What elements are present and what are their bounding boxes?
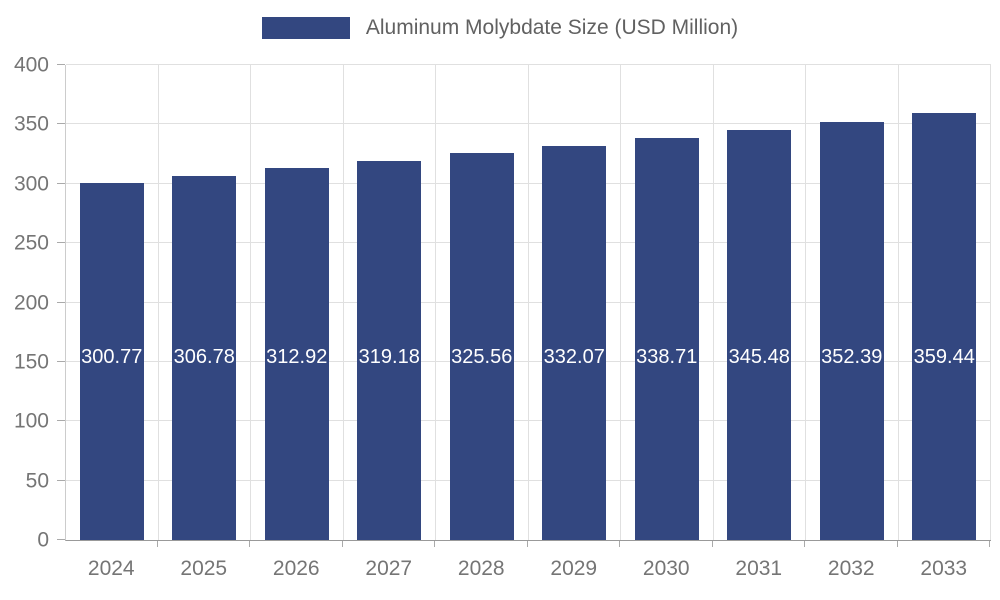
- bar-value-label: 352.39: [821, 346, 883, 368]
- x-axis-tick-label: 2030: [620, 541, 713, 581]
- y-axis-tick-mark: [57, 242, 65, 244]
- bar-value-label: 332.07: [543, 346, 605, 368]
- x-axis-tick-mark: [341, 541, 343, 547]
- x-axis-tick-label: 2033: [898, 541, 990, 581]
- gridline: [66, 123, 991, 125]
- bar-value-label: 306.78: [173, 346, 235, 368]
- chart-column: 300.77: [66, 65, 159, 540]
- y-axis-tick-mark: [57, 539, 65, 540]
- bar-2032[interactable]: [819, 121, 884, 540]
- x-axis-tick-label: 2024: [65, 541, 158, 581]
- chart-column: 345.48: [714, 65, 806, 540]
- y-axis-tick-label: 400: [13, 53, 49, 77]
- x-axis-tick-mark: [711, 541, 713, 547]
- x-axis-tick-mark: [526, 541, 528, 547]
- chart-column: 306.78: [159, 65, 251, 540]
- chart-column: 359.44: [899, 65, 991, 540]
- bar-value-label: 345.48: [728, 346, 790, 368]
- gridline: [66, 360, 991, 362]
- x-axis-tick-label: 2027: [343, 541, 435, 581]
- chart-column: 312.92: [251, 65, 344, 540]
- bar-value-label: 312.92: [266, 346, 328, 368]
- y-axis-tick-label: 100: [13, 409, 49, 433]
- bar-value-label: 338.71: [636, 346, 698, 368]
- x-axis-tick-mark: [989, 541, 990, 547]
- bar-2033[interactable]: [912, 113, 977, 540]
- bar-value-label: 300.77: [81, 346, 143, 368]
- chart-column: 338.71: [621, 65, 714, 540]
- bar-value-label: 325.56: [451, 346, 513, 368]
- y-axis-tick-label: 50: [25, 469, 49, 493]
- bar-2028[interactable]: [449, 153, 514, 540]
- gridline: [66, 242, 991, 244]
- x-axis-tick-label: 2025: [158, 541, 250, 581]
- x-axis-tick-label: 2028: [435, 541, 528, 581]
- x-axis-tick-mark: [804, 541, 805, 547]
- chart-column: 352.39: [806, 65, 899, 540]
- x-axis-tick-label: 2031: [713, 541, 805, 581]
- gridline: [66, 479, 991, 481]
- chart-column: 325.56: [436, 65, 529, 540]
- x-axis-tick-mark: [434, 541, 435, 547]
- x-axis-tick-mark: [249, 541, 250, 547]
- x-axis-tick-mark: [896, 541, 898, 547]
- y-axis-tick-mark: [57, 64, 65, 65]
- y-axis-tick-label: 200: [13, 291, 49, 314]
- legend-label[interactable]: Aluminum Molybdate Size (USD Million): [365, 16, 739, 39]
- bar-2026[interactable]: [264, 168, 329, 540]
- y-axis-tick-label: 350: [13, 112, 49, 136]
- bar-value-label: 319.18: [358, 346, 420, 368]
- x-axis-tick-label: 2029: [528, 541, 620, 581]
- legend[interactable]: Aluminum Molybdate Size (USD Million): [0, 16, 1000, 40]
- x-axis-tick-label: 2026: [250, 541, 343, 581]
- y-axis-tick-mark: [57, 360, 65, 362]
- x-axis: 2024 2025 2026 2027 2028 2029 2030 2031 2032 2033: [65, 541, 990, 581]
- y-axis-tick-label: 250: [13, 231, 49, 255]
- bar-2025[interactable]: [172, 175, 237, 540]
- bar-2029[interactable]: [542, 145, 607, 540]
- y-axis-tick-label: 300: [13, 172, 49, 196]
- gridline: [66, 420, 991, 422]
- bar-2031[interactable]: [727, 129, 792, 540]
- chart-column: 319.18: [344, 65, 436, 540]
- y-axis-tick-label: 150: [13, 350, 49, 374]
- bar-2027[interactable]: [357, 160, 422, 540]
- bar-value-label: 359.44: [913, 346, 975, 368]
- y-axis-tick-mark: [57, 182, 65, 184]
- y-axis: 0 50 100 150 200 250 300 350 400: [0, 55, 65, 551]
- gridline: [66, 182, 991, 184]
- legend-swatch[interactable]: [261, 17, 350, 39]
- y-axis-tick-mark: [57, 479, 65, 481]
- y-axis-tick-mark: [57, 420, 65, 422]
- y-axis-tick-mark: [57, 123, 65, 125]
- gridline: [66, 64, 991, 65]
- chart-column: 332.07: [529, 65, 621, 540]
- x-axis-tick-label: 2032: [805, 541, 898, 581]
- plot-area: 300.77 306.78 312.92 319.18 325.56 332.07 338.…: [65, 64, 991, 541]
- y-axis-tick-label: 0: [37, 528, 49, 552]
- bar-2030[interactable]: [634, 137, 699, 540]
- y-axis-tick-mark: [57, 301, 65, 303]
- x-axis-tick-mark: [156, 541, 158, 547]
- x-axis-tick-mark: [619, 541, 620, 547]
- gridline: [66, 301, 991, 303]
- bar-2024[interactable]: [79, 182, 144, 540]
